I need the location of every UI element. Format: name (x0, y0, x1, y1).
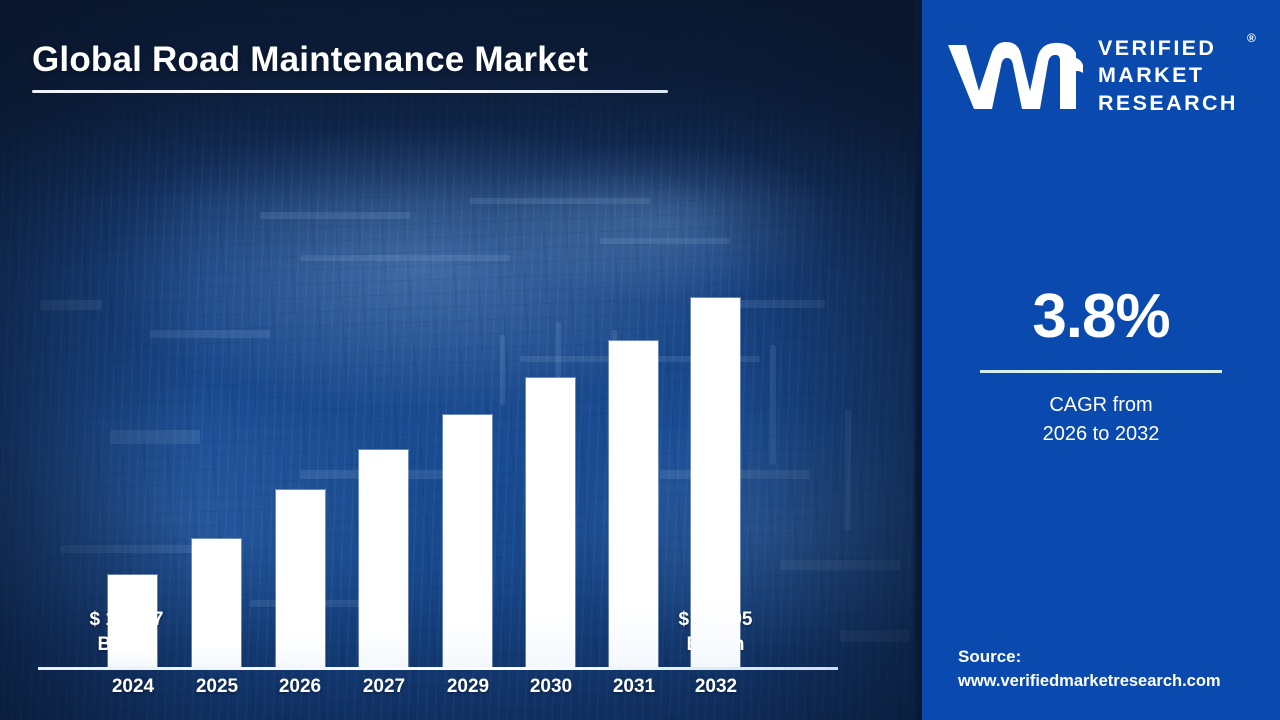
table-row[interactable] (192, 539, 241, 667)
x-axis-line (38, 667, 838, 670)
panel-divider (912, 0, 922, 720)
source-label: Source: (958, 646, 1022, 666)
table-row[interactable] (443, 415, 492, 667)
x-tick-label: 2029 (446, 676, 490, 697)
page-title: Global Road Maintenance Market (32, 40, 589, 79)
title-block: Global Road Maintenance Market (32, 40, 732, 93)
x-tick-label: 2032 (694, 676, 738, 697)
logo[interactable]: VERIFIED MARKET RESEARCH ® (944, 28, 1264, 124)
bar-chart: $ 150.57 Billion (38, 240, 838, 697)
cagr-block: 3.8% CAGR from 2026 to 2032 (922, 286, 1280, 449)
source-url[interactable]: www.verifiedmarketresearch.com (958, 672, 1221, 691)
brand-panel: VERIFIED MARKET RESEARCH ® 3.8% CAGR fro… (922, 0, 1280, 720)
logo-wordmark: VERIFIED MARKET RESEARCH ® (1098, 31, 1256, 117)
chart-panel: Global Road Maintenance Market $ 150.57 … (0, 0, 922, 720)
cagr-value: 3.8% (1032, 282, 1170, 351)
cagr-divider (980, 370, 1222, 373)
x-tick-label: 2030 (529, 676, 573, 697)
logo-line-2: MARKET (1098, 63, 1205, 88)
x-tick-label: 2027 (362, 676, 406, 697)
table-row[interactable] (691, 298, 740, 667)
x-tick-label: 2031 (612, 676, 656, 697)
bar-series: $ 150.57 Billion (90, 240, 838, 667)
table-row[interactable] (609, 341, 658, 667)
table-row[interactable] (359, 450, 408, 667)
x-tick-label: 2024 (111, 676, 155, 697)
x-tick-label: 2026 (278, 676, 322, 697)
x-tick-label: 2025 (195, 676, 239, 697)
cagr-caption: CAGR from 2026 to 2032 (1042, 394, 1160, 445)
registered-trademark-icon: ® (1247, 31, 1256, 46)
source-block: Source: www.verifiedmarketresearch.com (958, 644, 1278, 694)
logo-line-3: RESEARCH (1098, 90, 1238, 115)
vmr-logo-icon (948, 42, 1083, 109)
x-axis-tick-labels: 2024 2025 2026 2027 2029 2030 2031 2032 (108, 676, 838, 706)
logo-line-1: VERIFIED (1098, 36, 1217, 61)
title-underline (32, 90, 668, 93)
table-row[interactable] (108, 575, 157, 667)
table-row[interactable] (526, 378, 575, 667)
table-row[interactable] (276, 490, 325, 667)
